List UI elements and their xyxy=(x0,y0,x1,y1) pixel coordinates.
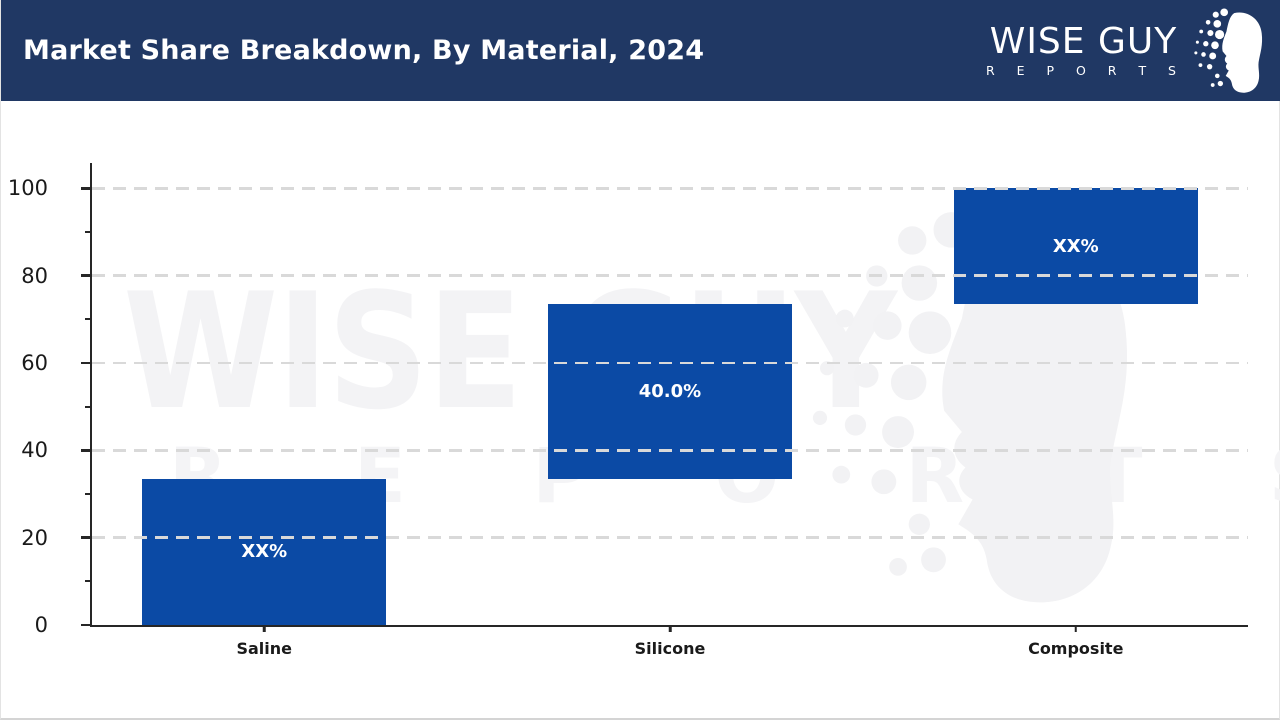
y-tick-label-40: 40 xyxy=(21,438,48,463)
logo-text: WISE GUY R E P O R T S xyxy=(982,23,1185,78)
x-tick-saline xyxy=(262,625,266,632)
gridline-80 xyxy=(92,274,1248,277)
y-tick-label-60: 60 xyxy=(21,350,48,375)
y-minor-tick-50 xyxy=(85,405,90,408)
y-tick-100 xyxy=(81,187,90,190)
bar-value-label-silicone: 40.0% xyxy=(638,380,702,402)
y-tick-label-80: 80 xyxy=(21,263,48,288)
x-tick-silicone xyxy=(668,625,672,632)
y-minor-tick-30 xyxy=(85,493,90,495)
logo-brand-subtitle: R E P O R T S xyxy=(985,62,1185,78)
y-tick-0 xyxy=(81,623,90,627)
x-tick-composite xyxy=(1074,625,1077,632)
bar-value-label-saline: XX% xyxy=(241,541,288,563)
y-tick-label-0: 0 xyxy=(34,613,48,637)
wiseguy-logo: WISE GUY R E P O R T S xyxy=(982,7,1267,95)
bar-value-label-composite: XX% xyxy=(1052,235,1099,257)
x-axis-label-silicone: Silicone xyxy=(634,639,706,658)
y-minor-tick-70 xyxy=(85,318,90,321)
x-axis-label-composite: Composite xyxy=(1028,639,1124,658)
page-title: Market Share Breakdown, By Material, 202… xyxy=(23,35,705,66)
y-tick-label-100: 100 xyxy=(7,176,48,201)
y-tick-40 xyxy=(81,449,90,452)
gridline-20 xyxy=(92,536,1248,539)
bar-composite: XX% xyxy=(953,188,1198,305)
plot-area: 0 20 40 60 80 100 XX% Saline 40.0% Silicone XX% Com… xyxy=(8,163,1248,658)
y-minor-tick-10 xyxy=(85,580,90,583)
y-minor-tick-90 xyxy=(85,231,90,233)
gridline-40 xyxy=(92,449,1248,452)
y-tick-20 xyxy=(81,536,90,539)
x-axis-label-saline: Saline xyxy=(236,639,292,658)
bar-saline: XX% xyxy=(142,478,387,625)
y-tick-label-20: 20 xyxy=(21,525,48,550)
logo-brand-name: WISE GUY xyxy=(989,21,1178,63)
header-bar: Market Share Breakdown, By Material, 202… xyxy=(1,0,1280,101)
bar-silicone: 40.0% xyxy=(548,304,792,479)
wiseguy-face-icon xyxy=(1194,8,1263,93)
y-tick-60 xyxy=(81,361,90,365)
gridline-100 xyxy=(92,187,1248,190)
y-tick-80 xyxy=(81,274,90,277)
gridline-60 xyxy=(92,361,1248,365)
